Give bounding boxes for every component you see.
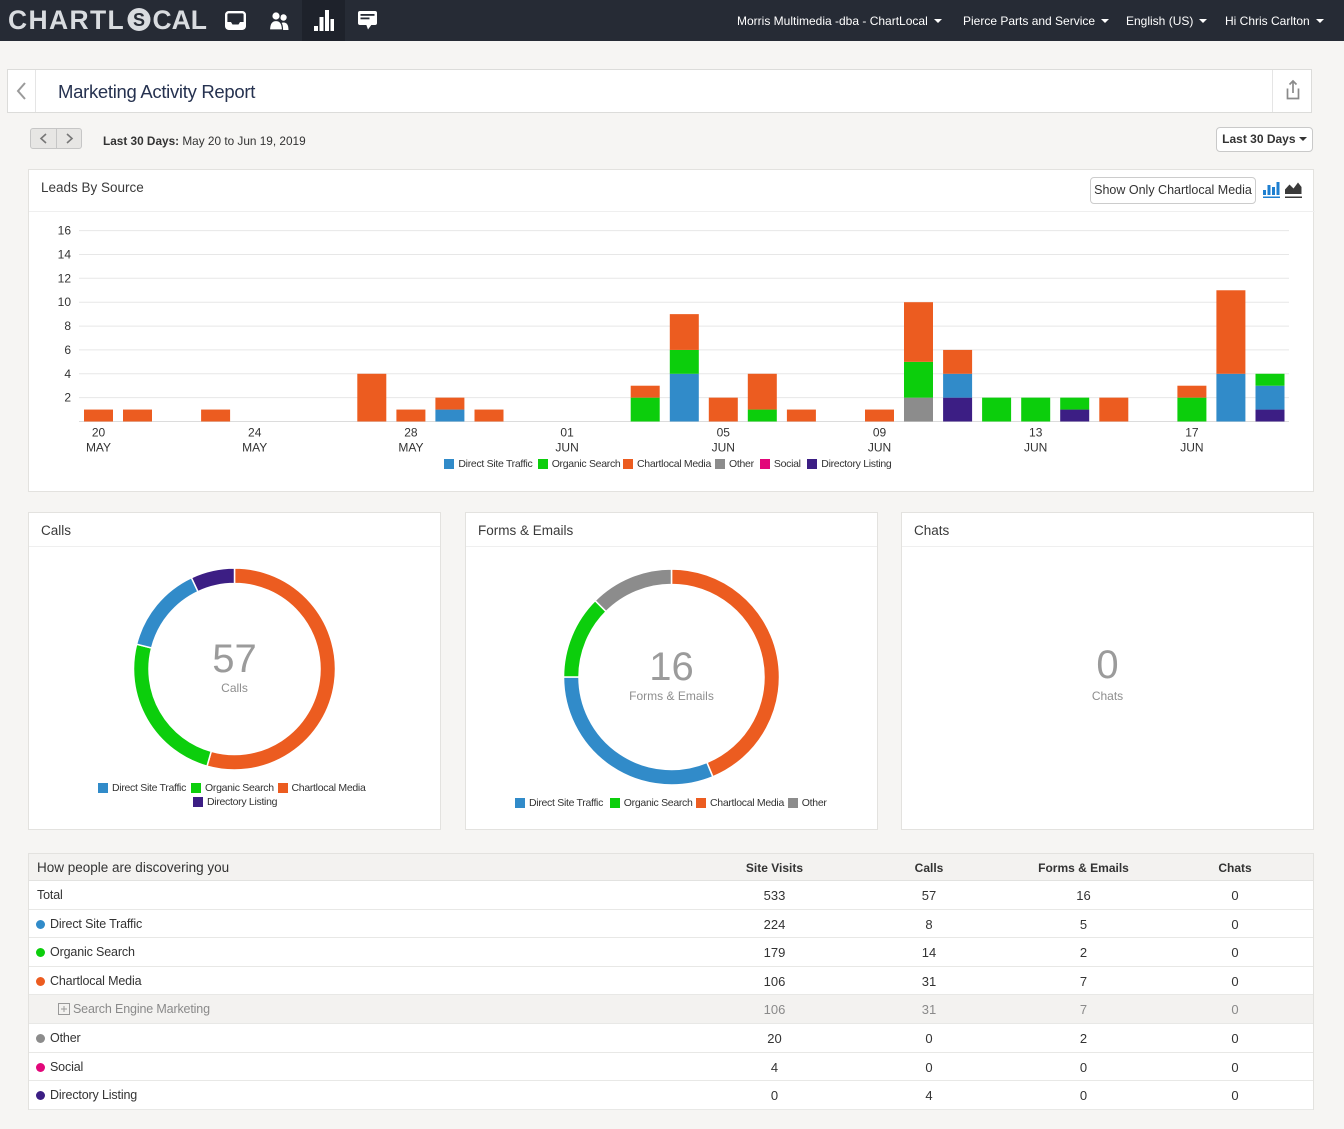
svg-text:CAL: CAL <box>153 5 207 35</box>
svg-text:CHARTL: CHARTL <box>8 5 125 35</box>
svg-text:MAY: MAY <box>86 441 111 455</box>
svg-text:28: 28 <box>404 426 418 440</box>
svg-text:05: 05 <box>717 426 731 440</box>
svg-text:JUN: JUN <box>555 441 578 455</box>
svg-text:JUN: JUN <box>1180 441 1203 455</box>
svg-text:4: 4 <box>64 367 71 381</box>
svg-text:09: 09 <box>873 426 887 440</box>
svg-text:6: 6 <box>64 343 71 357</box>
svg-text:2: 2 <box>64 391 71 405</box>
svg-text:S: S <box>133 10 145 30</box>
svg-text:20: 20 <box>92 426 106 440</box>
svg-text:17: 17 <box>1185 426 1199 440</box>
svg-text:10: 10 <box>58 295 72 309</box>
svg-text:MAY: MAY <box>242 441 267 455</box>
svg-text:8: 8 <box>64 319 71 333</box>
svg-text:12: 12 <box>58 271 72 285</box>
svg-text:16: 16 <box>58 224 72 238</box>
svg-text:01: 01 <box>560 426 574 440</box>
svg-text:14: 14 <box>58 248 72 262</box>
svg-text:JUN: JUN <box>868 441 891 455</box>
svg-text:13: 13 <box>1029 426 1043 440</box>
svg-text:24: 24 <box>248 426 262 440</box>
svg-text:JUN: JUN <box>712 441 735 455</box>
svg-text:MAY: MAY <box>398 441 423 455</box>
svg-text:JUN: JUN <box>1024 441 1047 455</box>
